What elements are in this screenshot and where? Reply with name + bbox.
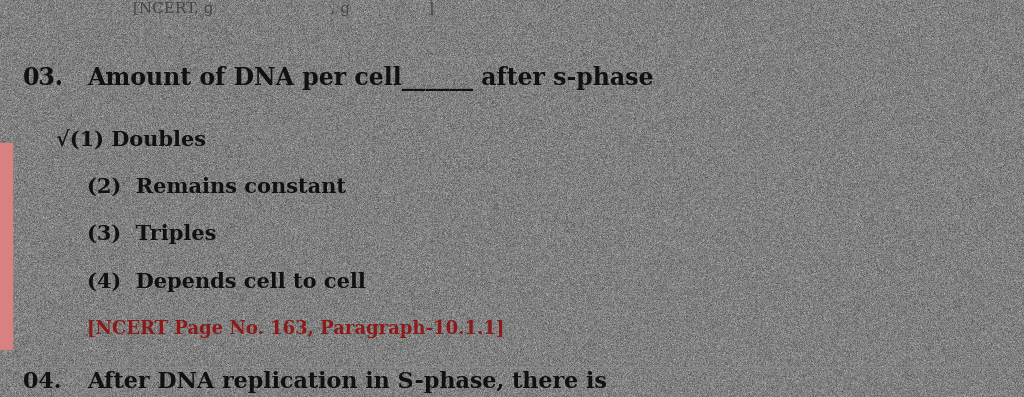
Text: Amount of DNA per cell______ after s-phase: Amount of DNA per cell______ after s-pha…: [87, 66, 653, 91]
Text: (3)  Triples: (3) Triples: [87, 224, 216, 244]
Text: 04.: 04.: [23, 371, 60, 393]
Text: 03.: 03.: [23, 66, 63, 89]
Bar: [0, 143, 12, 349]
Text: After DNA replication in S-phase, there is: After DNA replication in S-phase, there …: [87, 371, 607, 393]
Text: (2)  Remains constant: (2) Remains constant: [87, 177, 346, 197]
Text: (4)  Depends cell to cell: (4) Depends cell to cell: [87, 272, 366, 292]
Text: √(1) Doubles: √(1) Doubles: [56, 129, 206, 149]
Text: [NCERT, g                        , g                ]: [NCERT, g , g ]: [133, 2, 434, 16]
Text: [NCERT Page No. 163, Paragraph-10.1.1]: [NCERT Page No. 163, Paragraph-10.1.1]: [87, 320, 505, 337]
